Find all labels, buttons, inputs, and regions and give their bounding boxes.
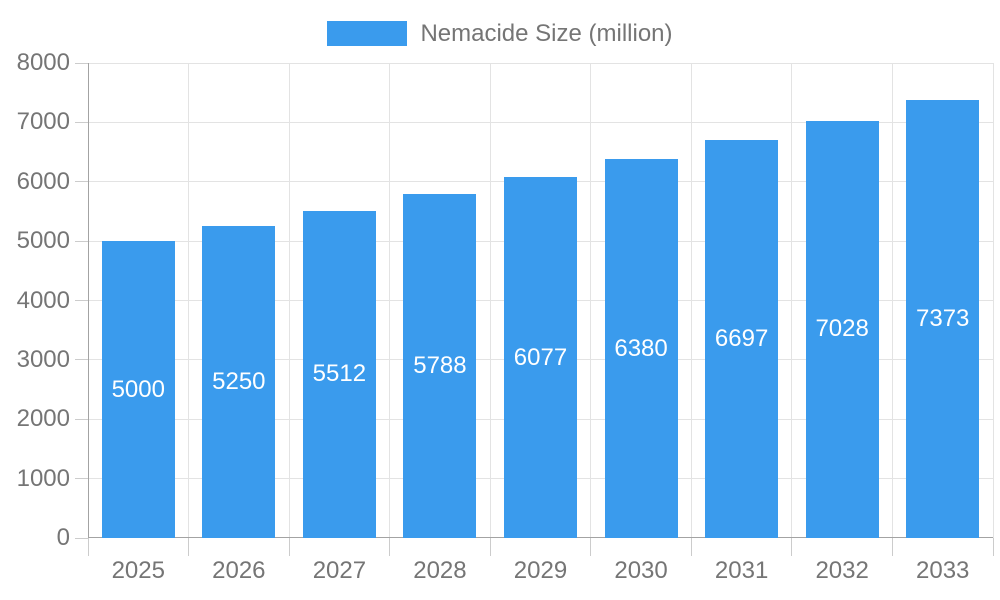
x-axis-tick xyxy=(791,538,793,556)
legend-label: Nemacide Size (million) xyxy=(420,19,673,47)
gridline-vertical xyxy=(791,63,793,538)
bar-2029[interactable]: 6077 xyxy=(504,177,577,538)
bar-value-label: 6697 xyxy=(714,325,769,353)
bar-value-label: 6077 xyxy=(513,343,568,371)
gridline-vertical xyxy=(288,63,290,538)
y-axis-tick-label: 0 xyxy=(56,524,70,551)
y-axis-tick-label: 5000 xyxy=(16,227,70,255)
x-axis-tick-label: 2025 xyxy=(111,557,165,584)
bar-2027[interactable]: 5512 xyxy=(302,210,376,538)
bar-2032[interactable]: 7028 xyxy=(805,120,879,538)
bar-2028[interactable]: 5788 xyxy=(403,194,477,538)
x-axis-tick-label: 2030 xyxy=(614,557,668,584)
gridline-vertical xyxy=(690,63,692,538)
x-axis-tick xyxy=(992,538,994,556)
y-axis-tick-label: 8000 xyxy=(16,49,70,76)
bar-value-label: 6380 xyxy=(614,334,668,362)
x-axis-tick-label: 2033 xyxy=(916,557,970,584)
y-axis-tick xyxy=(75,181,88,183)
y-axis-tick-label: 1000 xyxy=(16,464,70,492)
gridline-vertical xyxy=(992,63,994,538)
x-axis-tick-label: 2026 xyxy=(212,557,266,584)
gridline-vertical xyxy=(891,63,893,538)
y-axis-tick xyxy=(75,62,88,64)
y-axis-tick xyxy=(75,478,88,480)
bar-2026[interactable]: 5250 xyxy=(202,226,276,538)
x-axis-tick xyxy=(690,538,692,556)
bar-2033[interactable]: 7373 xyxy=(906,100,980,538)
y-axis-tick-label: 3000 xyxy=(16,345,70,373)
y-axis-tick-label: 4000 xyxy=(16,286,70,314)
x-axis-tick xyxy=(489,538,491,556)
y-axis-tick xyxy=(75,240,88,242)
x-axis-tick-label: 2032 xyxy=(815,557,869,584)
x-axis-tick xyxy=(389,538,391,556)
y-axis-tick xyxy=(75,300,88,301)
y-axis-tick-label: 6000 xyxy=(16,167,70,195)
gridline-vertical xyxy=(389,63,391,538)
y-axis-tick xyxy=(75,537,88,539)
bar-value-label: 5788 xyxy=(413,352,467,380)
x-axis-tick xyxy=(87,538,89,556)
bar-2025[interactable]: 5000 xyxy=(101,241,175,538)
y-axis-tick xyxy=(75,359,88,361)
bar-value-label: 7028 xyxy=(815,315,869,343)
y-axis-line xyxy=(88,63,89,538)
y-axis-tick-label: 2000 xyxy=(16,405,70,433)
bar-2030[interactable]: 6380 xyxy=(604,159,678,538)
gridline-horizontal xyxy=(88,121,993,123)
legend-swatch xyxy=(327,20,408,46)
gridline-vertical xyxy=(590,63,592,538)
x-axis-tick-label: 2029 xyxy=(513,557,568,584)
x-axis-tick xyxy=(288,538,290,556)
x-axis-tick xyxy=(590,538,592,556)
gridline-vertical xyxy=(188,63,190,538)
y-axis-tick xyxy=(75,418,88,420)
gridline-horizontal xyxy=(88,62,993,64)
bar-value-label: 7373 xyxy=(916,305,970,333)
y-axis-tick-label: 7000 xyxy=(16,108,70,136)
bar-value-label: 5000 xyxy=(111,375,165,403)
legend[interactable]: Nemacide Size (million) xyxy=(0,18,1000,48)
bar-value-label: 5250 xyxy=(212,368,266,396)
x-axis-tick-label: 2031 xyxy=(714,557,769,584)
x-axis-tick xyxy=(188,538,190,556)
bar-value-label: 5512 xyxy=(312,360,367,388)
bar-2031[interactable]: 6697 xyxy=(705,140,779,538)
gridline-vertical xyxy=(489,63,491,538)
x-axis-tick-label: 2028 xyxy=(413,557,467,584)
y-axis-tick xyxy=(75,121,88,123)
plot-area: 5000 5250 5512 5788 6077 6380 6697 7028 7373 xyxy=(75,62,994,556)
x-axis-tick-label: 2027 xyxy=(312,557,367,584)
x-axis-tick xyxy=(891,538,893,556)
